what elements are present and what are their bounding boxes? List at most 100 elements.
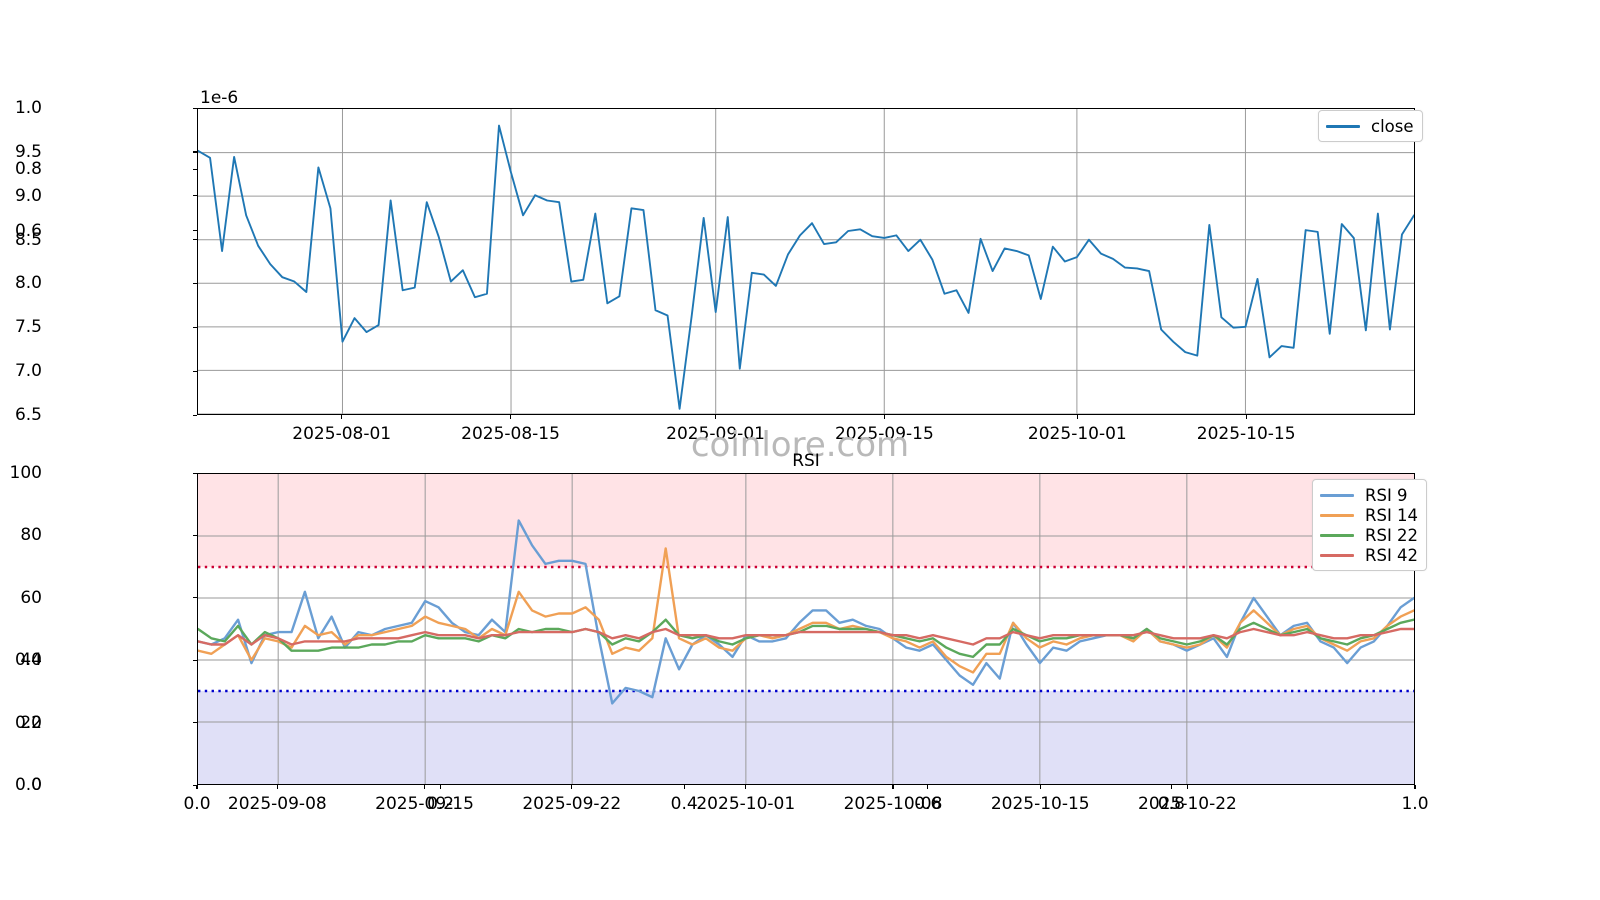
rsi-ytick-label-secondary: 0.2 bbox=[14, 712, 42, 733]
price-xtick-label: 2025-10-01 bbox=[1027, 424, 1127, 444]
rsi-ytick-label: 0 bbox=[31, 775, 42, 795]
rsi-chart-title: RSI bbox=[792, 451, 820, 471]
rsi-ytick-mark bbox=[193, 534, 197, 537]
price-xtick-mark bbox=[341, 415, 343, 419]
rsi-xtick-mark bbox=[423, 785, 426, 789]
price-xtick-mark bbox=[714, 415, 717, 419]
price-ytick-label: 7.0 bbox=[14, 361, 42, 382]
rsi-xtick-mark-secondary bbox=[196, 785, 198, 789]
price-ytick-mark bbox=[193, 151, 197, 153]
rsi-xtick-label-secondary: 1.0 bbox=[1401, 794, 1429, 814]
price-legend-label: close bbox=[1371, 116, 1414, 136]
price-ytick-label: 7.5 bbox=[14, 317, 42, 338]
price-xtick-label: 2025-08-01 bbox=[292, 424, 392, 444]
rsi-ytick-label-secondary: 0.4 bbox=[14, 650, 42, 671]
price-ytick-mark bbox=[193, 239, 197, 241]
price-ytick-label: 1.0 bbox=[14, 98, 42, 118]
price-yaxis-offset-label: 1e-6 bbox=[200, 88, 239, 108]
price-ytick-mark bbox=[193, 107, 197, 109]
rsi-legend-item[interactable]: RSI 14 bbox=[1320, 505, 1418, 525]
price-xtick-mark bbox=[1076, 415, 1078, 419]
price-ytick-label-secondary: 0.6 bbox=[14, 220, 42, 241]
rsi-xtick-label: 2025-10-22 bbox=[1138, 794, 1237, 814]
price-ytick-mark bbox=[193, 414, 197, 416]
rsi-legend[interactable]: RSI 9 RSI 14 RSI 22 RSI 42 bbox=[1312, 479, 1428, 571]
rsi-xtick-mark bbox=[745, 785, 747, 789]
rsi-ytick-mark bbox=[193, 597, 197, 599]
price-xtick-mark bbox=[509, 415, 512, 419]
rsi-ytick-label: 80 bbox=[20, 525, 42, 546]
rsi-series-rsi-9 bbox=[198, 519, 1414, 705]
rsi-ytick-label: 20 bbox=[20, 712, 42, 733]
rsi-xtick-label-secondary: 0.8 bbox=[1157, 794, 1185, 814]
rsi-ytick-label: 60 bbox=[20, 587, 42, 608]
rsi-xtick-mark bbox=[571, 785, 573, 789]
legend-line-swatch-icon bbox=[1320, 533, 1354, 537]
rsi-xtick-label-secondary: 0.4 bbox=[670, 794, 698, 814]
price-ytick-label: 9.5 bbox=[14, 141, 42, 162]
price-xtick-label: 2025-08-15 bbox=[461, 424, 560, 444]
rsi-xtick-label: 2025-09-15 bbox=[375, 794, 474, 814]
rsi-legend-label: RSI 14 bbox=[1365, 505, 1419, 525]
rsi-xtick-label: 2025-10-15 bbox=[990, 794, 1090, 814]
rsi-ytick-mark-secondary bbox=[193, 722, 197, 724]
rsi-xtick-label-secondary: 0.6 bbox=[914, 794, 942, 814]
rsi-xtick-label-secondary: 0.2 bbox=[427, 794, 455, 814]
price-ytick-label: 6.5 bbox=[14, 405, 42, 425]
rsi-xtick-mark-secondary bbox=[1170, 785, 1172, 789]
rsi-ytick-label: 100 bbox=[9, 463, 42, 483]
price-ytick-mark bbox=[193, 370, 197, 372]
rsi-xtick-label-secondary: 0.0 bbox=[183, 794, 211, 814]
rsi-ytick-mark-secondary bbox=[193, 659, 197, 661]
legend-line-swatch-icon bbox=[1326, 124, 1360, 128]
rsi-xtick-label: 2025-10-01 bbox=[696, 794, 796, 814]
rsi-xtick-label: 2025-09-08 bbox=[227, 794, 327, 814]
price-ytick-mark-secondary bbox=[193, 168, 197, 171]
price-series-close bbox=[198, 124, 1414, 410]
price-ytick-mark bbox=[193, 195, 197, 197]
rsi-ytick-label: 40 bbox=[20, 650, 42, 671]
rsi-legend-item[interactable]: RSI 42 bbox=[1320, 545, 1418, 565]
rsi-ytick-label-secondary: 0.0 bbox=[14, 775, 42, 795]
rsi-xtick-mark-secondary bbox=[1414, 785, 1416, 789]
rsi-legend-item[interactable]: RSI 22 bbox=[1320, 525, 1418, 545]
price-ytick-mark bbox=[193, 282, 197, 285]
price-line-chart bbox=[198, 109, 1414, 414]
rsi-legend-item[interactable]: RSI 9 bbox=[1320, 485, 1418, 505]
rsi-xtick-mark bbox=[1039, 785, 1041, 789]
rsi-xtick-label: 2025-09-22 bbox=[522, 794, 622, 814]
rsi-ytick-mark-secondary bbox=[193, 784, 197, 786]
price-ytick-label: 8.0 bbox=[14, 273, 42, 294]
rsi-series-rsi-42 bbox=[198, 627, 1414, 646]
legend-line-swatch-icon bbox=[1320, 513, 1354, 517]
rsi-xtick-mark bbox=[892, 785, 894, 789]
price-xtick-mark bbox=[1245, 415, 1247, 419]
price-ytick-label: 9.0 bbox=[14, 185, 42, 206]
price-xtick-mark bbox=[883, 415, 885, 419]
rsi-xtick-mark bbox=[276, 785, 278, 789]
rsi-plot-area bbox=[197, 473, 1415, 785]
price-xtick-label: 2025-09-01 bbox=[666, 424, 765, 444]
rsi-line-chart bbox=[198, 474, 1414, 784]
rsi-ytick-mark bbox=[193, 472, 197, 474]
price-ytick-mark bbox=[193, 326, 197, 328]
rsi-band-oversold bbox=[198, 691, 1414, 784]
price-plot-area bbox=[197, 108, 1415, 415]
price-legend-item[interactable]: close bbox=[1326, 116, 1414, 136]
price-legend[interactable]: close bbox=[1318, 110, 1423, 142]
rsi-xtick-mark-secondary bbox=[927, 785, 929, 789]
rsi-legend-label: RSI 22 bbox=[1365, 525, 1419, 545]
rsi-legend-label: RSI 9 bbox=[1365, 485, 1408, 505]
rsi-band-overbought bbox=[198, 474, 1414, 567]
legend-line-swatch-icon bbox=[1320, 553, 1354, 557]
rsi-xtick-label: 2025-10-08 bbox=[843, 794, 943, 814]
price-xtick-label: 2025-10-15 bbox=[1196, 424, 1296, 444]
legend-line-swatch-icon bbox=[1320, 493, 1354, 497]
price-ytick-mark-secondary bbox=[193, 230, 197, 232]
price-xtick-label: 2025-09-15 bbox=[834, 424, 934, 444]
rsi-legend-label: RSI 42 bbox=[1365, 545, 1419, 565]
rsi-xtick-mark-secondary bbox=[440, 785, 442, 789]
rsi-xtick-mark-secondary bbox=[683, 785, 685, 789]
rsi-xtick-mark bbox=[1186, 785, 1189, 789]
